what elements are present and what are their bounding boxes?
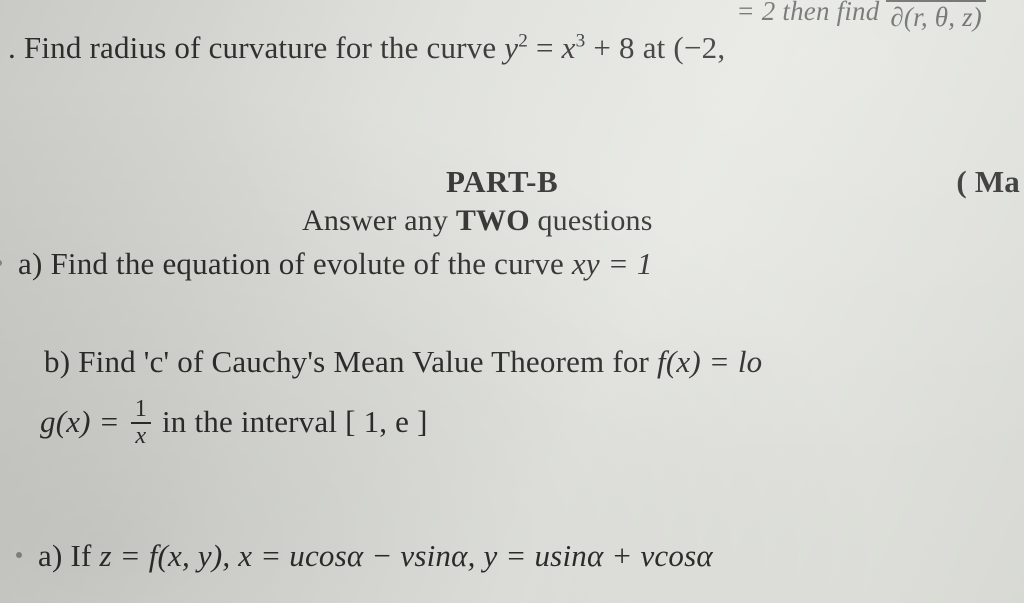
instruction-suffix: questions xyxy=(530,204,653,237)
jacobian-fraction: ∂(r, θ, z) xyxy=(886,2,986,33)
question-b-line1: b) Find 'c' of Cauchy's Mean Value Theor… xyxy=(44,344,762,380)
qb-g: g(x) = xyxy=(40,404,128,439)
q1-eqn-rhs-exp: 3 xyxy=(576,31,586,52)
fragment-prefix: = 2 then find xyxy=(736,0,879,26)
bullet-icon xyxy=(16,552,22,558)
right-margin-fragment: ( Ma xyxy=(956,164,1020,200)
instruction-bold: TWO xyxy=(456,204,530,237)
q1-at: at (−2, xyxy=(643,30,726,65)
question-c-partial: a) If z = f(x, y), x = ucosα − vsinα, y … xyxy=(38,538,713,574)
q1-eqn-lhs: y xyxy=(504,30,518,65)
qb-frac-num: 1 xyxy=(131,397,151,422)
jacobian-denominator: ∂(r, θ, z) xyxy=(886,0,986,32)
qa-label: a) xyxy=(18,246,50,281)
part-b-instruction: Answer any TWO questions xyxy=(302,204,653,238)
qa-equation: xy = 1 xyxy=(572,246,653,281)
q1-eqn-tail: + 8 xyxy=(593,30,634,65)
qb-frac-den: x xyxy=(131,422,151,449)
question-radius-of-curvature: . Find radius of curvature for the curve… xyxy=(8,30,725,66)
q1-eqn-rhs-base: x xyxy=(562,30,576,65)
question-a-evolute: a) Find the equation of evolute of the c… xyxy=(18,246,653,282)
qa-text: Find the equation of evolute of the curv… xyxy=(50,246,571,281)
qb-label: b) xyxy=(44,344,78,379)
top-cutoff-fragment: = 2 then find ∂(r, θ, z) xyxy=(736,0,986,33)
qb-f-expr: f(x) = lo xyxy=(657,344,762,379)
qc-before: If xyxy=(70,538,99,573)
q1-eqn-lhs-exp: 2 xyxy=(518,31,528,52)
q1-eqn-eq: = xyxy=(536,30,562,65)
qc-expression: z = f(x, y), x = ucosα − vsinα, y = usin… xyxy=(99,538,712,573)
bullet-icon xyxy=(0,260,2,266)
qb-line2-after: in the interval [ 1, e ] xyxy=(162,404,428,439)
qb-line1-text: Find 'c' of Cauchy's Mean Value Theorem … xyxy=(78,344,657,379)
qb-fraction: 1 x xyxy=(131,397,151,448)
qc-label: a) xyxy=(38,538,70,573)
question-b-line2: g(x) = 1 x in the interval [ 1, e ] xyxy=(40,399,428,450)
q1-text: . Find radius of curvature for the curve xyxy=(8,30,504,65)
instruction-prefix: Answer any xyxy=(302,204,456,237)
exam-paper-scan: = 2 then find ∂(r, θ, z) . Find radius o… xyxy=(0,0,1024,603)
part-b-heading: PART-B xyxy=(446,164,558,200)
